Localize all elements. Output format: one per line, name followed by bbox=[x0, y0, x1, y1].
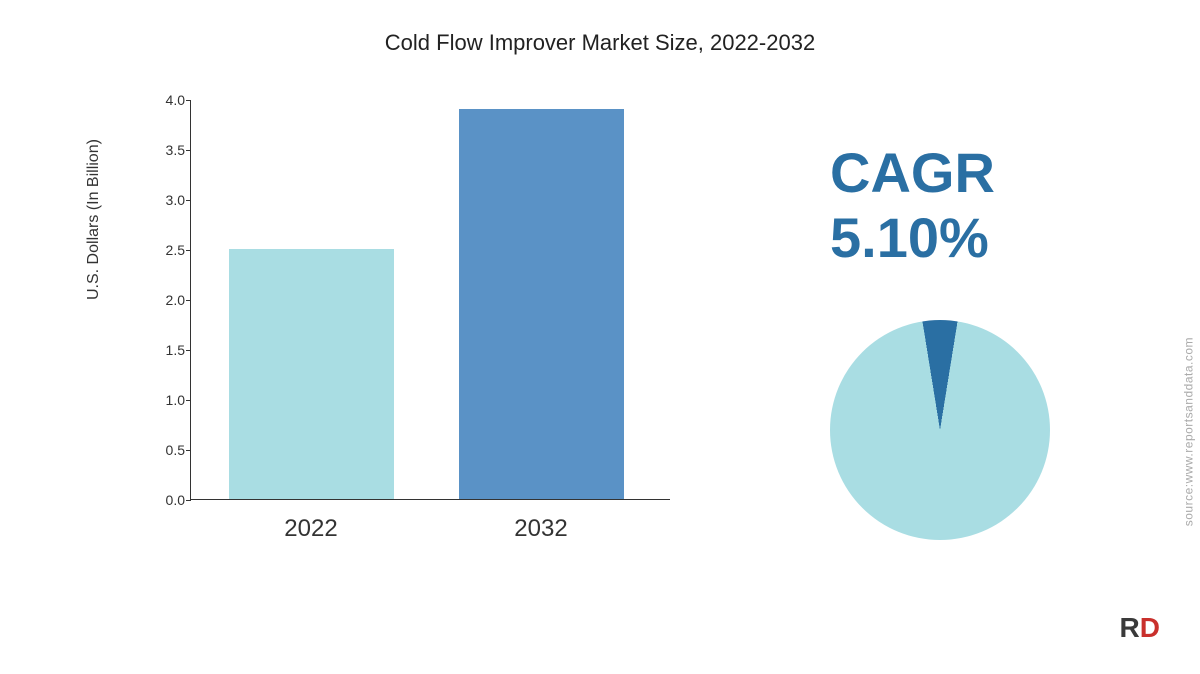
chart-title: Cold Flow Improver Market Size, 2022-203… bbox=[0, 30, 1200, 56]
y-axis-label: U.S. Dollars (In Billion) bbox=[85, 139, 103, 300]
y-tick-label: 4.0 bbox=[151, 92, 185, 108]
pie-chart bbox=[830, 320, 1050, 540]
y-tick-label: 2.5 bbox=[151, 242, 185, 258]
y-tick-mark bbox=[186, 100, 191, 101]
y-tick-label: 3.5 bbox=[151, 142, 185, 158]
brand-logo: RD bbox=[1120, 612, 1160, 644]
y-tick-mark bbox=[186, 150, 191, 151]
cagr-value: 5.10% bbox=[830, 205, 989, 270]
logo-letter-d: D bbox=[1140, 612, 1160, 643]
y-tick-mark bbox=[186, 350, 191, 351]
cagr-label: CAGR bbox=[830, 140, 995, 205]
container: Cold Flow Improver Market Size, 2022-203… bbox=[0, 0, 1200, 674]
plot-area: 0.00.51.01.52.02.53.03.54.020222032 bbox=[190, 100, 670, 500]
y-tick-label: 0.0 bbox=[151, 492, 185, 508]
y-tick-mark bbox=[186, 400, 191, 401]
y-tick-label: 0.5 bbox=[151, 442, 185, 458]
bar bbox=[229, 249, 394, 499]
y-tick-mark bbox=[186, 300, 191, 301]
y-tick-label: 2.0 bbox=[151, 292, 185, 308]
x-tick-label: 2032 bbox=[481, 515, 601, 543]
y-tick-label: 3.0 bbox=[151, 192, 185, 208]
y-tick-mark bbox=[186, 200, 191, 201]
source-attribution: source:www.reportsanddata.com bbox=[1181, 337, 1195, 526]
y-tick-label: 1.0 bbox=[151, 392, 185, 408]
bar bbox=[459, 109, 624, 499]
y-tick-mark bbox=[186, 250, 191, 251]
bar-chart: 0.00.51.01.52.02.53.03.54.020222032 bbox=[130, 100, 670, 530]
y-tick-label: 1.5 bbox=[151, 342, 185, 358]
y-tick-mark bbox=[186, 450, 191, 451]
logo-letter-r: R bbox=[1120, 612, 1140, 643]
x-tick-label: 2022 bbox=[251, 515, 371, 543]
y-tick-mark bbox=[186, 500, 191, 501]
